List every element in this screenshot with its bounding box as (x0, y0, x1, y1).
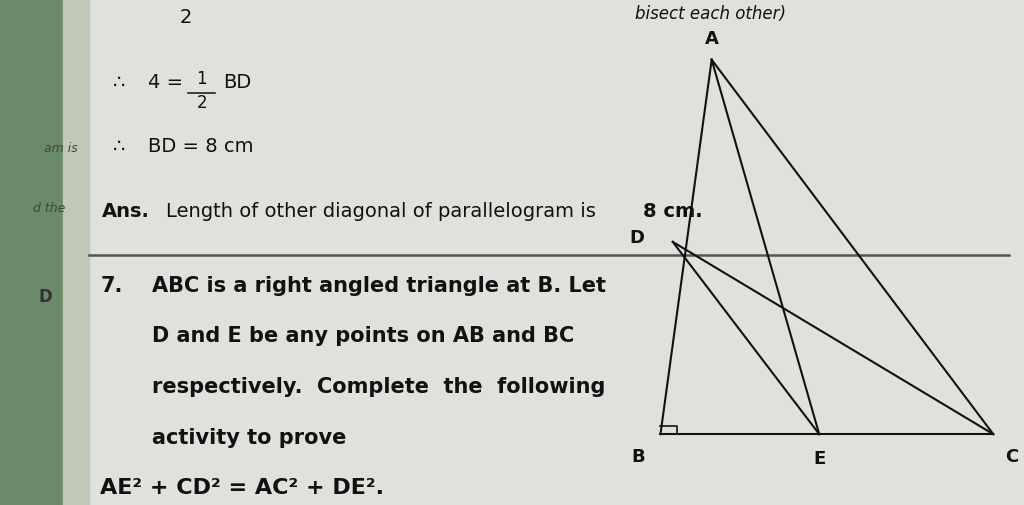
Text: D and E be any points on AB and BC: D and E be any points on AB and BC (152, 326, 573, 346)
Text: ∴: ∴ (113, 136, 125, 156)
Text: Length of other diagonal of parallelogram is: Length of other diagonal of parallelogra… (166, 202, 602, 221)
Bar (0, 0, 87, 505)
Text: d the: d the (33, 202, 66, 215)
Text: ABC is a right angled triangle at B. Let: ABC is a right angled triangle at B. Let (152, 275, 605, 295)
Text: BD: BD (223, 73, 252, 92)
Text: 4 =: 4 = (148, 73, 183, 92)
Text: B: B (631, 447, 645, 465)
Text: C: C (1006, 447, 1018, 465)
Text: Ans.: Ans. (102, 202, 151, 221)
Text: respectively.  Complete  the  following: respectively. Complete the following (152, 376, 605, 396)
Text: D: D (629, 228, 644, 246)
Text: ∴: ∴ (113, 73, 125, 92)
Text: 2: 2 (197, 93, 207, 112)
Text: activity to prove: activity to prove (152, 427, 346, 447)
Bar (63, 0, 89, 505)
Text: 7.: 7. (100, 275, 123, 295)
Text: A: A (705, 30, 719, 48)
Text: AE² + CD² = AC² + DE².: AE² + CD² = AC² + DE². (100, 477, 384, 497)
Text: D: D (39, 288, 52, 306)
Text: am is: am is (44, 141, 78, 155)
Text: BD = 8 cm: BD = 8 cm (148, 136, 254, 156)
Text: 2: 2 (179, 8, 191, 27)
Text: 8 cm.: 8 cm. (643, 202, 702, 221)
Text: E: E (813, 449, 825, 468)
Text: 1: 1 (197, 70, 207, 88)
Text: bisect each other): bisect each other) (635, 5, 785, 23)
